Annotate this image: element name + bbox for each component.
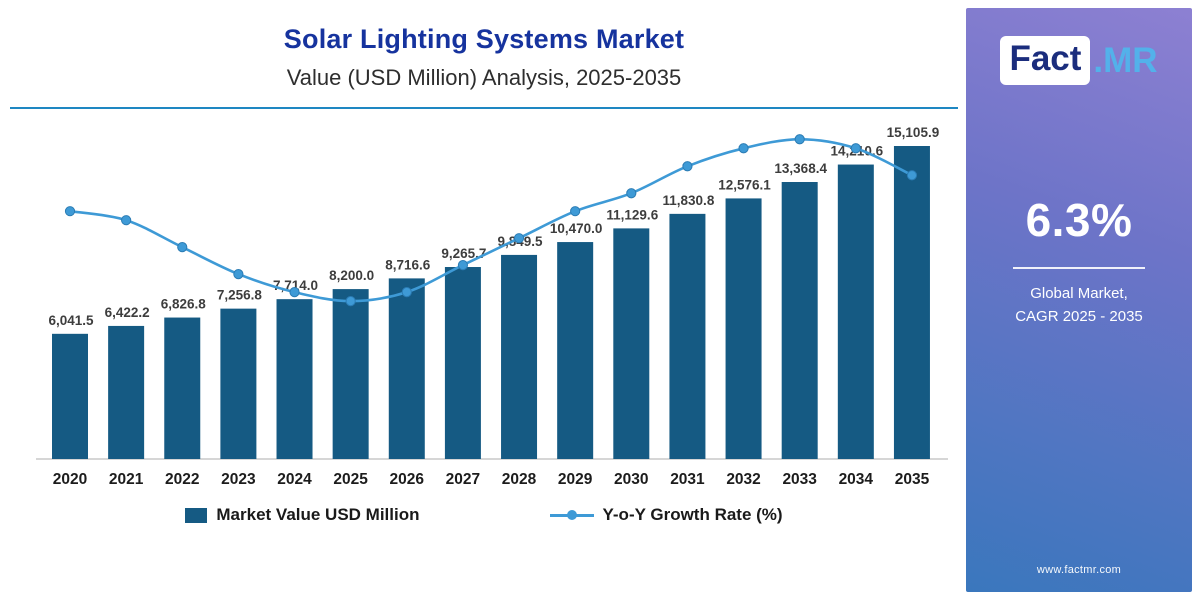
legend-bars-label: Market Value USD Million xyxy=(216,505,420,524)
bar-value-label: 8,716.6 xyxy=(385,257,431,272)
cagr-divider xyxy=(1013,267,1145,269)
factmr-logo: Fact .MR xyxy=(1000,36,1158,85)
year-label: 2031 xyxy=(670,471,705,488)
growth-point xyxy=(906,170,918,181)
market-bar xyxy=(388,278,425,459)
growth-point xyxy=(121,215,132,226)
growth-point xyxy=(570,206,581,217)
growth-point xyxy=(626,188,637,199)
title-divider xyxy=(10,107,958,109)
year-label: 2033 xyxy=(782,471,817,488)
growth-line xyxy=(69,137,913,303)
bar-value-label: 6,041.5 xyxy=(48,313,94,328)
growth-point xyxy=(794,134,805,145)
market-bar xyxy=(52,333,88,459)
market-bar xyxy=(781,182,818,460)
year-label: 2024 xyxy=(277,471,312,488)
market-bar xyxy=(276,299,313,459)
market-value-chart: 6,041.5 2020 6,422.2 2021 6,826.8 2022 7,256.8… xyxy=(36,125,948,488)
year-label: 2029 xyxy=(558,471,593,488)
cagr-value: 6.3% xyxy=(1025,194,1133,246)
bar-value-label: 10,470.0 xyxy=(550,221,603,236)
growth-point xyxy=(177,242,188,253)
growth-point xyxy=(738,143,749,154)
growth-point xyxy=(850,143,861,154)
year-label: 2027 xyxy=(446,471,480,488)
growth-point xyxy=(401,287,412,298)
year-label: 2022 xyxy=(165,471,199,488)
bar-value-label: 9,265.7 xyxy=(441,246,486,261)
logo-fact-text: Fact xyxy=(1000,36,1091,85)
cagr-label: Global Market, CAGR 2025 - 2035 xyxy=(1015,283,1143,328)
market-bar xyxy=(444,267,481,459)
market-bar xyxy=(669,213,706,459)
brand-panel: Fact .MR 6.3% Global Market, CAGR 2025 -… xyxy=(966,8,1192,592)
year-label: 2032 xyxy=(726,471,760,488)
growth-point xyxy=(64,206,76,217)
chart-panel: Solar Lighting Systems Market Value (USD… xyxy=(8,8,960,592)
market-bar xyxy=(220,308,257,459)
growth-point xyxy=(345,296,356,307)
market-bar xyxy=(725,198,762,459)
year-label: 2025 xyxy=(333,471,368,488)
legend-item-market-value: Market Value USD Million xyxy=(185,505,420,525)
legend-item-growth-rate: Y-o-Y Growth Rate (%) xyxy=(549,505,783,525)
growth-point xyxy=(289,287,300,298)
legend-line-label: Y-o-Y Growth Rate (%) xyxy=(602,505,783,524)
bar-value-label: 11,830.8 xyxy=(663,193,715,208)
year-label: 2035 xyxy=(895,471,930,488)
cagr-label-line2: CAGR 2025 - 2035 xyxy=(1015,307,1143,325)
market-bar xyxy=(332,289,369,459)
market-bar xyxy=(837,164,874,459)
bar-value-label: 11,129.6 xyxy=(606,207,658,222)
year-label: 2026 xyxy=(390,471,425,488)
bar-swatch-icon xyxy=(185,507,208,523)
bar-value-label: 6,422.2 xyxy=(105,305,150,320)
bar-value-label: 7,256.8 xyxy=(217,288,263,303)
chart-subtitle: Value (USD Million) Analysis, 2025-2035 xyxy=(286,65,682,90)
market-bar xyxy=(557,242,594,459)
year-label: 2021 xyxy=(109,471,144,488)
bar-value-label: 15,105.9 xyxy=(887,125,940,140)
year-label: 2028 xyxy=(502,471,537,488)
market-bar xyxy=(893,146,930,459)
year-label: 2034 xyxy=(839,471,874,488)
year-label: 2023 xyxy=(221,471,256,488)
year-label: 2030 xyxy=(614,471,648,488)
chart-legend: Market Value USD Million Y-o-Y Growth Ra… xyxy=(8,505,960,525)
market-bar xyxy=(501,254,538,459)
market-bar xyxy=(164,317,201,459)
growth-point xyxy=(513,233,525,244)
line-swatch-icon xyxy=(549,510,594,520)
bar-value-label: 8,200.0 xyxy=(329,268,374,283)
chart-title: Solar Lighting Systems Market xyxy=(283,24,685,54)
bar-value-label: 6,826.8 xyxy=(161,297,207,312)
logo-mr-text: .MR xyxy=(1093,40,1158,80)
growth-point xyxy=(233,269,244,280)
cagr-label-line1: Global Market, xyxy=(1030,285,1128,302)
growth-point xyxy=(682,161,693,172)
bar-value-label: 13,368.4 xyxy=(774,161,827,176)
year-label: 2020 xyxy=(53,471,87,488)
website-url: www.factmr.com xyxy=(1036,564,1122,576)
growth-point xyxy=(457,260,469,271)
market-bar xyxy=(108,325,145,459)
title-block: Solar Lighting Systems Market Value (USD… xyxy=(8,8,960,91)
bar-value-label: 12,576.1 xyxy=(718,177,771,192)
market-bar xyxy=(613,228,650,459)
